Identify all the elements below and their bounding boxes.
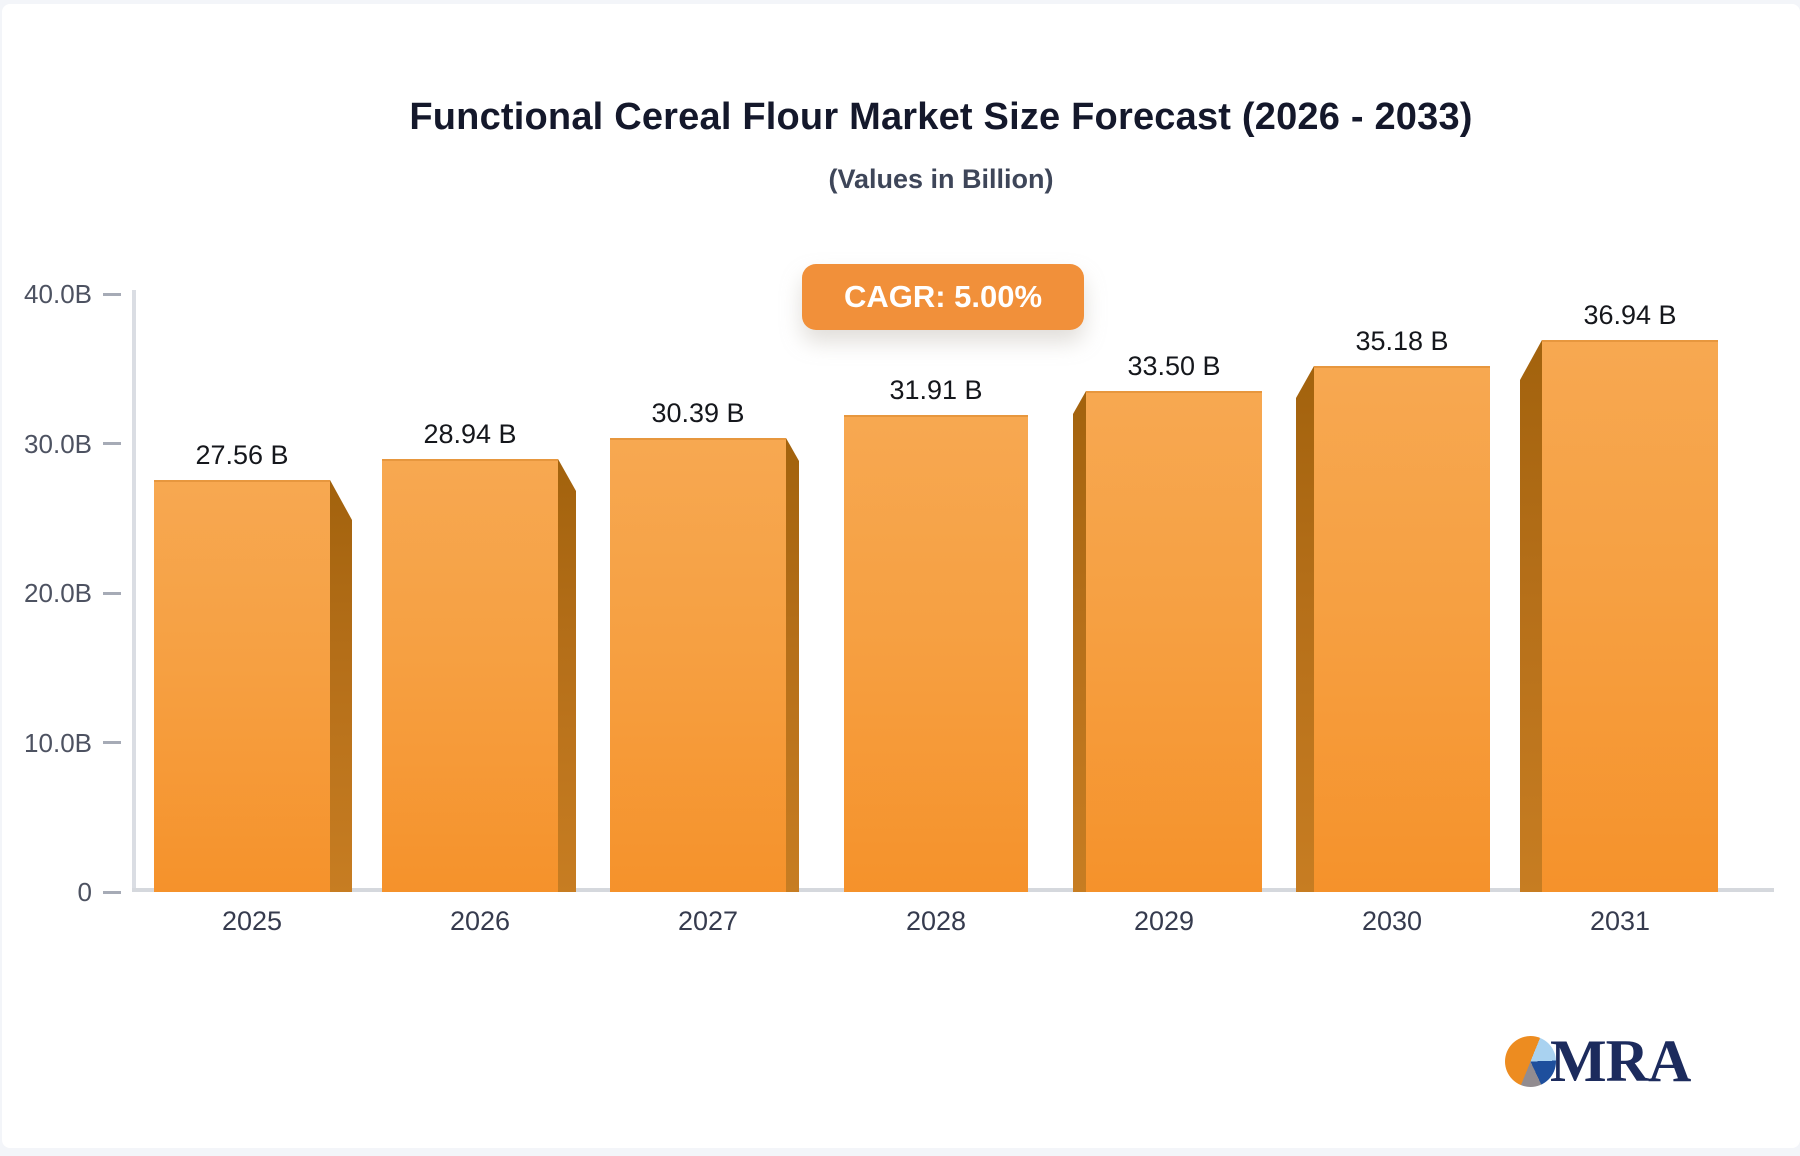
y-tick-label: 30.0B [24,428,92,459]
bar-3d-side-2026 [558,459,576,892]
x-axis-label-2030: 2030 [1361,906,1423,936]
logo-text: MRA [1550,1028,1691,1094]
chart-title: Functional Cereal Flour Market Size Fore… [409,96,1473,138]
bar-value-label: 27.56 B [195,440,289,470]
bar-3d-side-2025 [330,480,352,892]
bar-3d-side-2027 [786,438,799,892]
bar-2026[interactable] [382,459,558,892]
chart-subtitle: (Values in Billion) [828,164,1054,194]
bar-value-label: 33.50 B [1127,351,1221,381]
brand-logo: MRA [1505,1028,1691,1094]
y-tick-mark [103,442,121,445]
y-tick-mark [103,741,121,744]
x-axis-label-2025: 2025 [221,906,283,936]
x-axis-label-2029: 2029 [1133,906,1195,936]
bar-value-label: 28.94 B [423,419,517,449]
bar-2031[interactable] [1542,340,1718,892]
cagr-badge: CAGR: 5.00% [802,264,1084,330]
y-tick-mark [103,591,121,595]
bar-2030[interactable] [1314,366,1490,892]
y-tick-mark [103,890,121,894]
x-axis-label-2031: 2031 [1589,906,1651,936]
x-axis-label-2026: 2026 [449,906,511,936]
y-tick-label: 40.0B [24,279,92,309]
bar-value-label: 31.91 B [889,375,983,405]
bar-2025[interactable] [154,480,330,892]
y-axis-line [132,290,136,892]
x-axis-label-2027: 2027 [677,906,739,936]
y-tick-label: 10.0B [24,727,92,758]
bar-3d-side-2030 [1296,366,1314,892]
y-tick-mark [103,292,121,296]
bar-value-label: 36.94 B [1583,300,1677,330]
chart-card: Functional Cereal Flour Market Size Fore… [2,4,1800,1148]
bar-3d-side-2029 [1073,391,1086,892]
bar-2027[interactable] [610,438,786,892]
bar-value-label: 35.18 B [1355,326,1449,356]
bar-3d-side-2031 [1520,340,1542,892]
y-tick-label: 20.0B [24,578,92,608]
y-tick-label: 0 [77,877,92,907]
bar-2029[interactable] [1086,391,1262,892]
bar-2028[interactable] [844,415,1028,892]
bar-value-label: 30.39 B [651,398,745,428]
x-axis-label-2028: 2028 [905,906,967,936]
pie-chart-logo-icon [1505,1036,1556,1087]
